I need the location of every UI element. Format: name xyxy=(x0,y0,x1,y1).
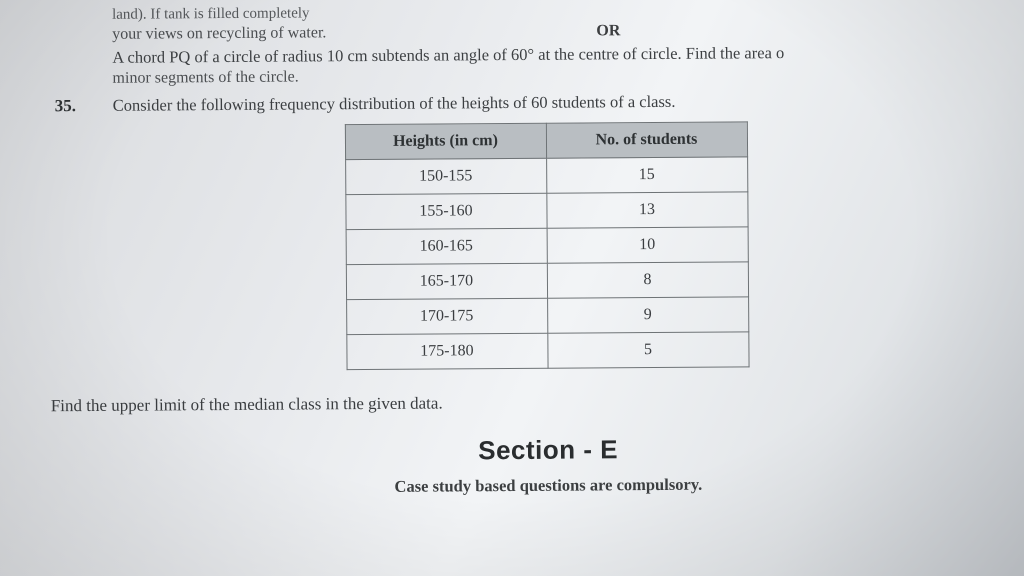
col-header-students: No. of students xyxy=(546,122,747,158)
exam-page: land). If tank is filled completely your… xyxy=(0,0,1024,576)
cell-student-count: 8 xyxy=(547,262,748,298)
cell-height-range: 155-160 xyxy=(345,193,546,229)
section-e-heading: Section - E xyxy=(91,432,1005,469)
chord-line-2: minor segments of the circle. xyxy=(112,64,1002,88)
frequency-table: Heights (in cm) No. of students 150-155 … xyxy=(344,121,749,370)
compulsory-note: Case study based questions are compulsor… xyxy=(91,473,1005,499)
cell-height-range: 170-175 xyxy=(346,298,547,334)
table-header-row: Heights (in cm) No. of students xyxy=(345,122,747,160)
fragment-top-2: your views on recycling of water. xyxy=(112,24,326,43)
cell-height-range: 175-180 xyxy=(346,333,547,369)
question-35: 35. Consider the following frequency dis… xyxy=(89,90,1005,372)
cell-student-count: 9 xyxy=(547,297,748,333)
table-row: 175-180 5 xyxy=(346,332,748,370)
table-row: 150-155 15 xyxy=(345,157,747,195)
cell-student-count: 15 xyxy=(546,157,747,193)
recycling-or-row: your views on recycling of water. OR xyxy=(88,20,1002,44)
col-header-heights: Heights (in cm) xyxy=(345,123,546,159)
find-upper-limit-line: Find the upper limit of the median class… xyxy=(51,390,1005,417)
table-row: 170-175 9 xyxy=(346,297,748,335)
cell-student-count: 10 xyxy=(547,227,748,263)
cell-student-count: 13 xyxy=(546,192,747,228)
question-35-text: Consider the following frequency distrib… xyxy=(113,90,1003,116)
chord-question: A chord PQ of a circle of radius 10 cm s… xyxy=(112,42,1002,88)
table-row: 155-160 13 xyxy=(345,192,747,230)
cell-student-count: 5 xyxy=(547,332,748,368)
or-separator: OR xyxy=(596,22,620,40)
cell-height-range: 165-170 xyxy=(346,263,547,299)
cell-height-range: 150-155 xyxy=(345,158,546,194)
table-row: 165-170 8 xyxy=(346,262,748,300)
table-row: 160-165 10 xyxy=(346,227,748,265)
question-35-number: 35. xyxy=(55,96,76,116)
cell-height-range: 160-165 xyxy=(346,228,547,264)
